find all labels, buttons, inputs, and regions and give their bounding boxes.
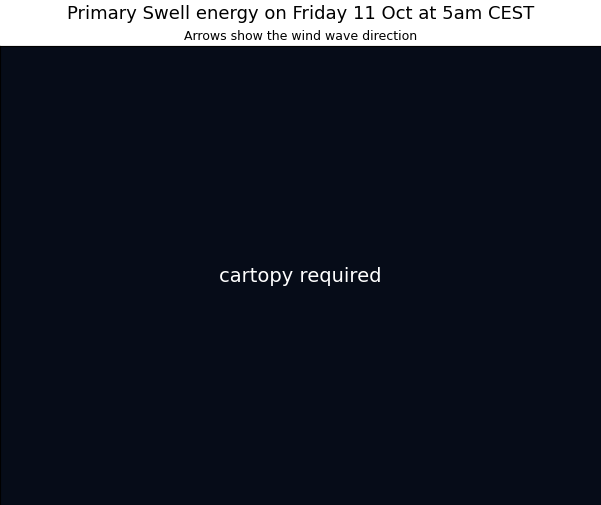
Text: Primary Swell energy on Friday 11 Oct at 5am CEST: Primary Swell energy on Friday 11 Oct at… xyxy=(67,5,534,23)
Text: cartopy required: cartopy required xyxy=(219,266,382,285)
Text: Arrows show the wind wave direction: Arrows show the wind wave direction xyxy=(184,30,417,43)
